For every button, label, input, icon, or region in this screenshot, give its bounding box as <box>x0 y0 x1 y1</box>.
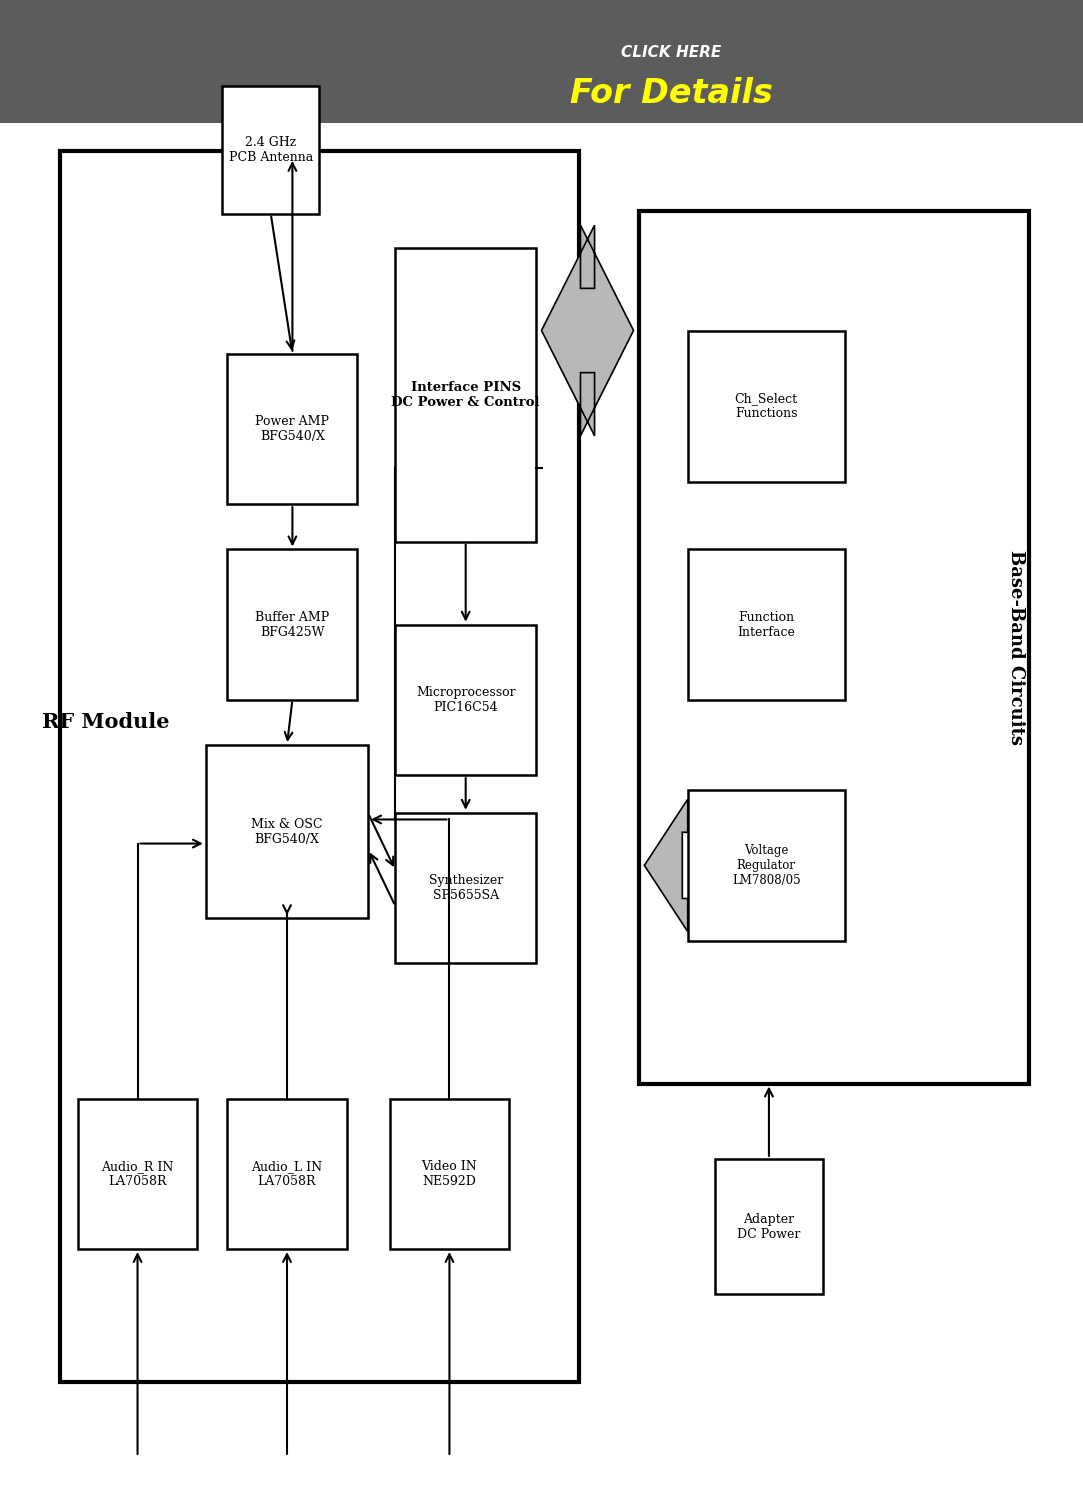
Text: RF Module: RF Module <box>42 712 170 733</box>
Text: Interface PINS
DC Power & Control: Interface PINS DC Power & Control <box>391 381 540 409</box>
Text: For Details: For Details <box>570 77 773 110</box>
Text: Buffer AMP
BFG425W: Buffer AMP BFG425W <box>256 611 329 638</box>
Bar <box>688 790 845 941</box>
Bar <box>715 1159 823 1294</box>
Bar <box>395 248 536 542</box>
Bar <box>60 150 579 1382</box>
Bar <box>395 625 536 775</box>
Text: Audio_R IN
LA7058R: Audio_R IN LA7058R <box>102 1160 173 1187</box>
Text: CLICK HERE: CLICK HERE <box>622 45 721 60</box>
Bar <box>688 549 845 700</box>
Bar <box>0 0 1083 123</box>
Text: Video IN
NE592D: Video IN NE592D <box>421 1160 478 1187</box>
Bar <box>390 1099 509 1249</box>
Polygon shape <box>644 799 688 932</box>
Text: Microprocessor
PIC16C54: Microprocessor PIC16C54 <box>416 686 516 713</box>
Bar <box>227 1099 347 1249</box>
Text: Function
Interface: Function Interface <box>738 611 795 638</box>
Text: Adapter
DC Power: Adapter DC Power <box>738 1213 800 1240</box>
Text: Voltage
Regulator
LM7808/05: Voltage Regulator LM7808/05 <box>732 844 800 886</box>
Bar <box>688 331 845 482</box>
Bar <box>227 354 357 504</box>
Text: Mix & OSC
BFG540/X: Mix & OSC BFG540/X <box>251 817 323 846</box>
Bar <box>78 1099 197 1249</box>
Bar <box>227 549 357 700</box>
Bar <box>639 211 1029 1084</box>
Bar <box>395 813 536 963</box>
Text: Ch_Select
Functions: Ch_Select Functions <box>734 393 798 420</box>
Text: 2.4 GHz
PCB Antenna: 2.4 GHz PCB Antenna <box>229 135 313 164</box>
Text: Base-Band Circuits: Base-Band Circuits <box>1007 549 1025 745</box>
Polygon shape <box>542 226 634 436</box>
Bar <box>222 86 319 214</box>
Text: Synthesizer
SP5655SA: Synthesizer SP5655SA <box>429 874 503 901</box>
Text: Power AMP
BFG540/X: Power AMP BFG540/X <box>256 415 329 442</box>
Text: Audio_L IN
LA7058R: Audio_L IN LA7058R <box>251 1160 323 1187</box>
Bar <box>206 745 368 918</box>
